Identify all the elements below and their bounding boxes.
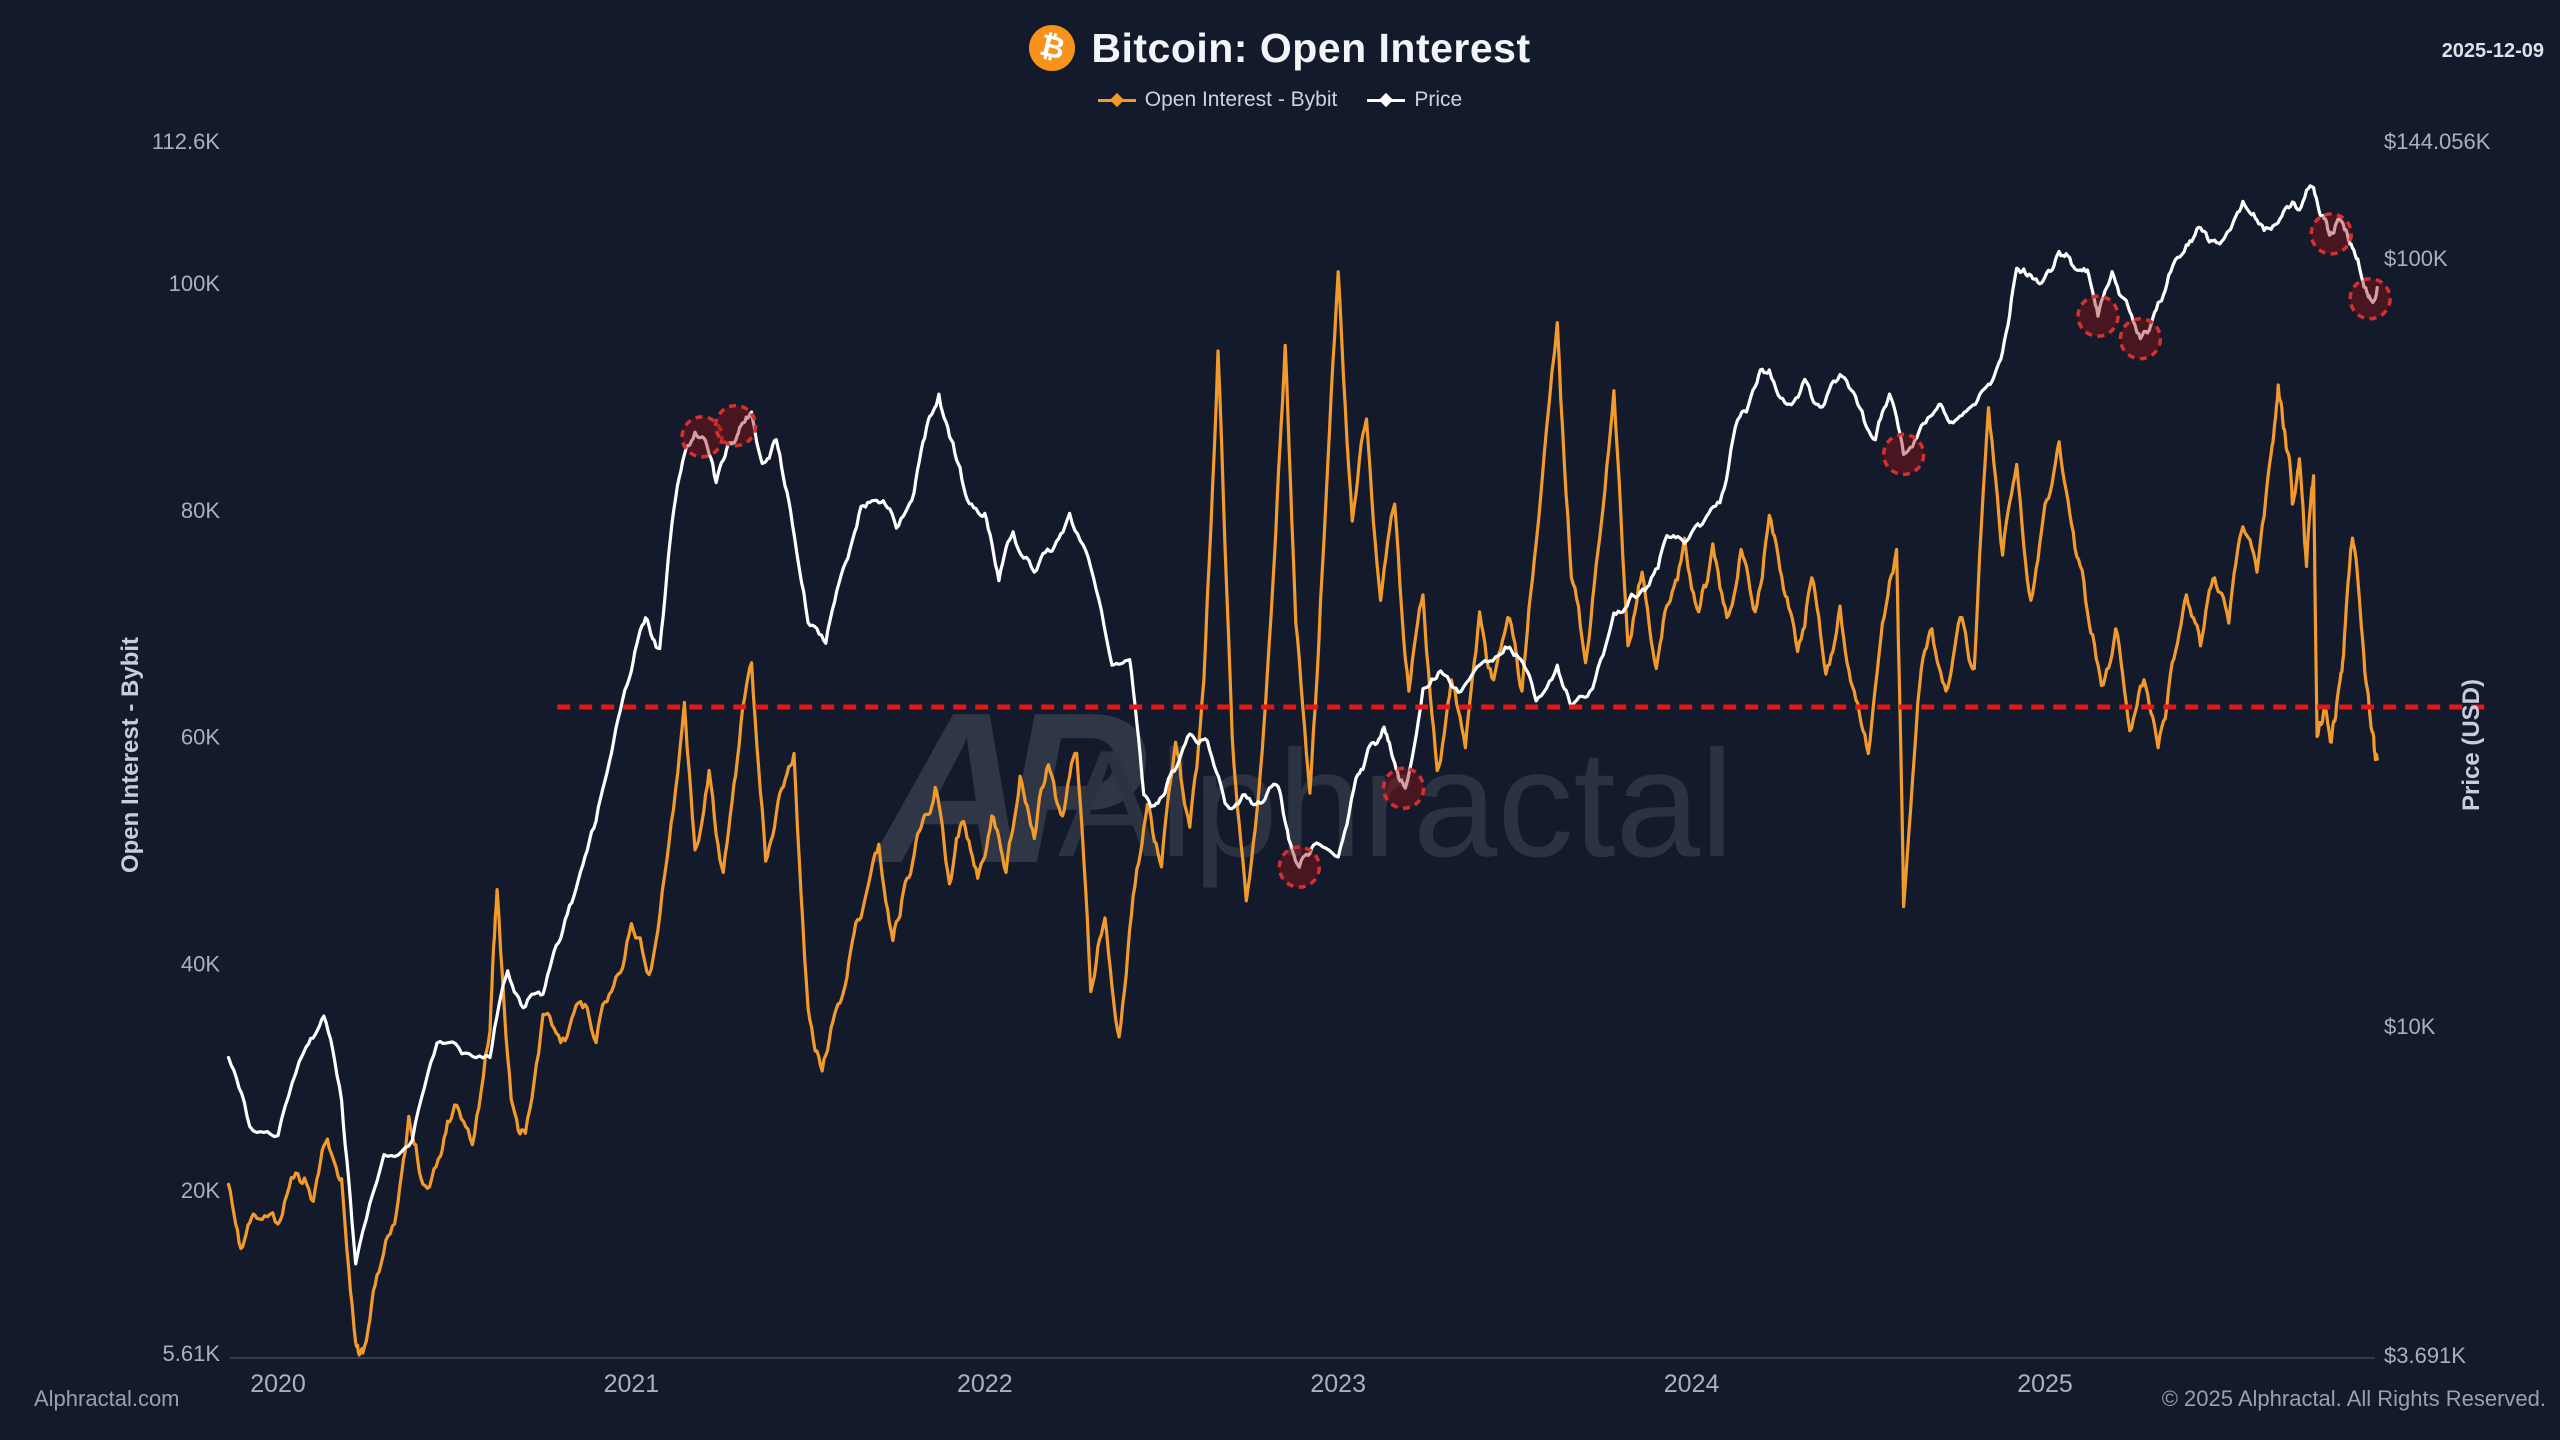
left-axis-tick: 80K	[181, 498, 220, 523]
x-axis-tick: 2020	[250, 1370, 306, 1398]
signal-circle[interactable]	[680, 415, 724, 459]
footer-copyright: © 2025 Alphractal. All Rights Reserved.	[2161, 1386, 2546, 1411]
right-axis-title: Price (USD)	[2458, 678, 2485, 812]
series-price	[226, 184, 2379, 1266]
left-axis-tick: 20K	[181, 1178, 220, 1203]
left-axis-tick: 60K	[181, 725, 220, 750]
right-axis-tick: $3.691K	[2384, 1343, 2466, 1368]
legend-label: Price	[1414, 88, 1463, 111]
x-axis-tick: 2021	[604, 1370, 660, 1398]
legend-marker	[1367, 92, 1406, 108]
x-axis-tick: 2023	[1310, 1370, 1366, 1398]
page-title: Bitcoin: Open Interest	[1091, 24, 1531, 71]
signal-circle[interactable]	[2309, 212, 2354, 256]
signal-circle[interactable]	[2076, 294, 2120, 338]
signal-circle[interactable]	[713, 403, 758, 448]
bitcoin-icon: ₿	[1029, 25, 1076, 71]
signal-circle[interactable]	[1277, 845, 1322, 889]
x-axis-tick: 2024	[1664, 1370, 1720, 1398]
right-axis-tick: $10K	[2384, 1014, 2436, 1039]
left-axis-tick: 5.61K	[163, 1341, 221, 1366]
svg-text:Alphractal: Alphractal	[1058, 719, 1734, 889]
signal-circle[interactable]	[1881, 432, 1926, 477]
x-axis-tick: 2022	[957, 1370, 1013, 1398]
left-axis-tick: 40K	[181, 951, 220, 976]
x-axis-tick: 2025	[2017, 1370, 2073, 1398]
footer-site-link[interactable]: Alphractal.com	[34, 1386, 180, 1411]
series-open-interest	[226, 270, 2379, 1357]
date-label: 2025-12-09	[2441, 40, 2544, 62]
left-axis-tick: 112.6K	[152, 129, 220, 154]
legend-label: Open Interest - Bybit	[1144, 88, 1338, 111]
left-axis-title: Open Interest - Bybit	[117, 636, 144, 874]
legend: Open Interest - Bybit Price	[0, 88, 2560, 112]
signal-circle[interactable]	[2118, 316, 2163, 361]
right-axis-tick: $144.056K	[2384, 129, 2491, 154]
right-axis-tick: $100K	[2384, 246, 2448, 271]
chart-header: ₿ Bitcoin: Open Interest	[0, 16, 2560, 80]
legend-item-open-interest[interactable]: Open Interest - Bybit	[1097, 88, 1338, 112]
bitcoin-glyph: ₿	[1036, 28, 1069, 67]
signal-circle[interactable]	[2348, 276, 2392, 321]
legend-marker	[1097, 92, 1136, 108]
left-axis-tick: 100K	[169, 271, 221, 296]
legend-item-price[interactable]: Price	[1367, 88, 1462, 112]
signal-circle[interactable]	[1381, 766, 1426, 810]
